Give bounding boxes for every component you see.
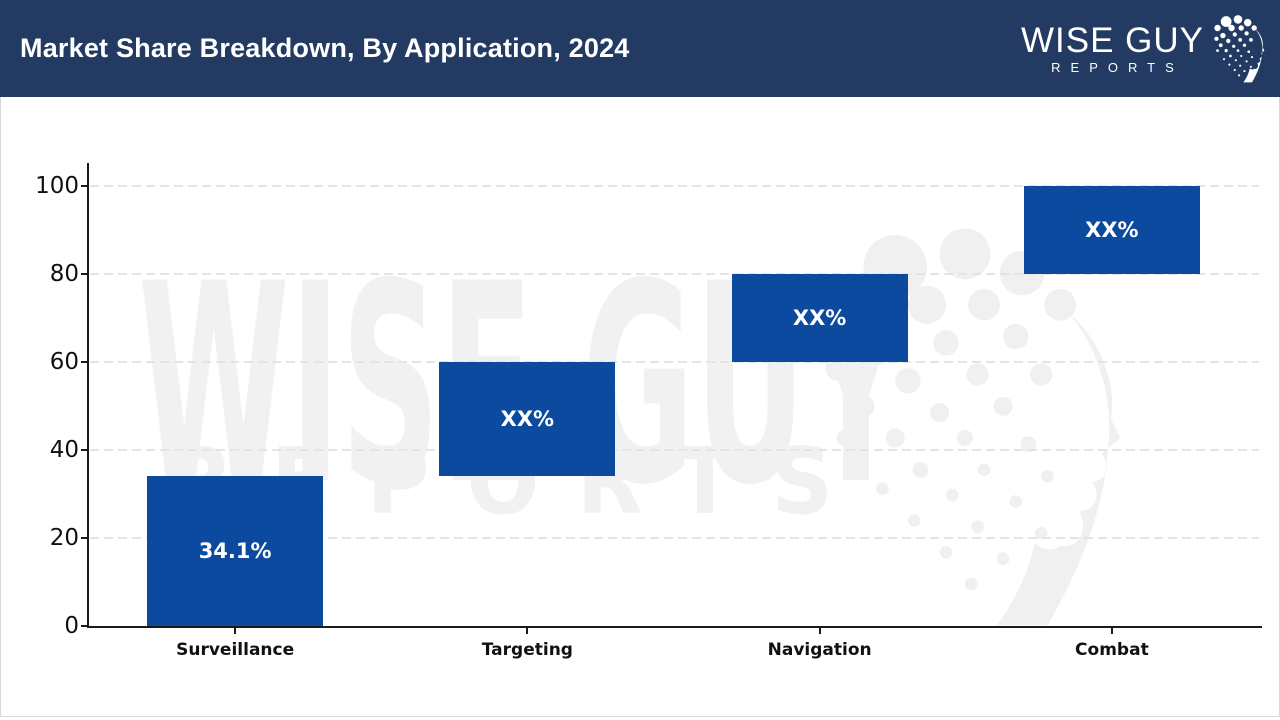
category-label: Combat	[1075, 640, 1149, 660]
header: Market Share Breakdown, By Application, …	[0, 0, 1280, 97]
y-tick-label: 80	[49, 261, 79, 287]
logo-text: WISE GUY REPORTS	[1021, 23, 1204, 74]
bar-surveillance: 34.1%	[147, 475, 324, 626]
y-tick-mark	[81, 537, 88, 539]
y-tick-label: 40	[49, 437, 79, 463]
y-tick-label: 0	[64, 613, 79, 639]
bar-value-label: XX%	[792, 306, 847, 330]
y-tick-label: 20	[49, 525, 79, 551]
gridline	[90, 185, 1259, 187]
x-tick-mark	[526, 627, 529, 634]
bar-targeting: XX%	[439, 362, 616, 476]
frame-left-line	[0, 97, 1, 717]
logo-face-icon	[1214, 14, 1265, 82]
frame-bottom-line	[0, 716, 1280, 717]
gridline	[90, 449, 1259, 451]
chart-title: Market Share Breakdown, By Application, …	[20, 33, 630, 63]
x-tick-mark	[818, 627, 821, 634]
y-tick-label: 60	[49, 349, 79, 375]
bar-combat: XX%	[1023, 186, 1200, 274]
y-axis-line	[87, 163, 89, 628]
x-tick-mark	[234, 627, 237, 634]
y-tick-mark	[81, 449, 88, 451]
x-axis-line	[87, 626, 1262, 628]
category-label: Navigation	[767, 640, 872, 660]
y-tick-mark	[81, 625, 88, 627]
y-tick-mark	[81, 185, 88, 187]
gridline	[90, 537, 1259, 539]
bar-value-label: XX%	[1085, 218, 1139, 242]
bar-navigation: XX%	[731, 274, 908, 362]
bar-value-label: XX%	[500, 406, 555, 431]
plot-area: 0 20 40 60 80 100 34.1% Surveillance XX% Targetin…	[0, 97, 1280, 720]
wiseguy-logo: WISE GUY REPORTS	[1021, 12, 1266, 86]
y-tick-mark	[81, 361, 88, 363]
category-label: Targeting	[481, 640, 573, 660]
x-tick-mark	[1110, 627, 1113, 634]
logo-wordmark: WISE GUY	[1020, 21, 1204, 60]
y-tick-label: 100	[35, 173, 79, 199]
gridline	[90, 361, 1259, 363]
category-label: Surveillance	[176, 640, 295, 660]
logo-subtitle: REPORTS	[1051, 60, 1184, 75]
bar-value-label: 34.1%	[198, 538, 272, 563]
y-tick-mark	[81, 273, 88, 275]
gridline	[90, 273, 1259, 275]
